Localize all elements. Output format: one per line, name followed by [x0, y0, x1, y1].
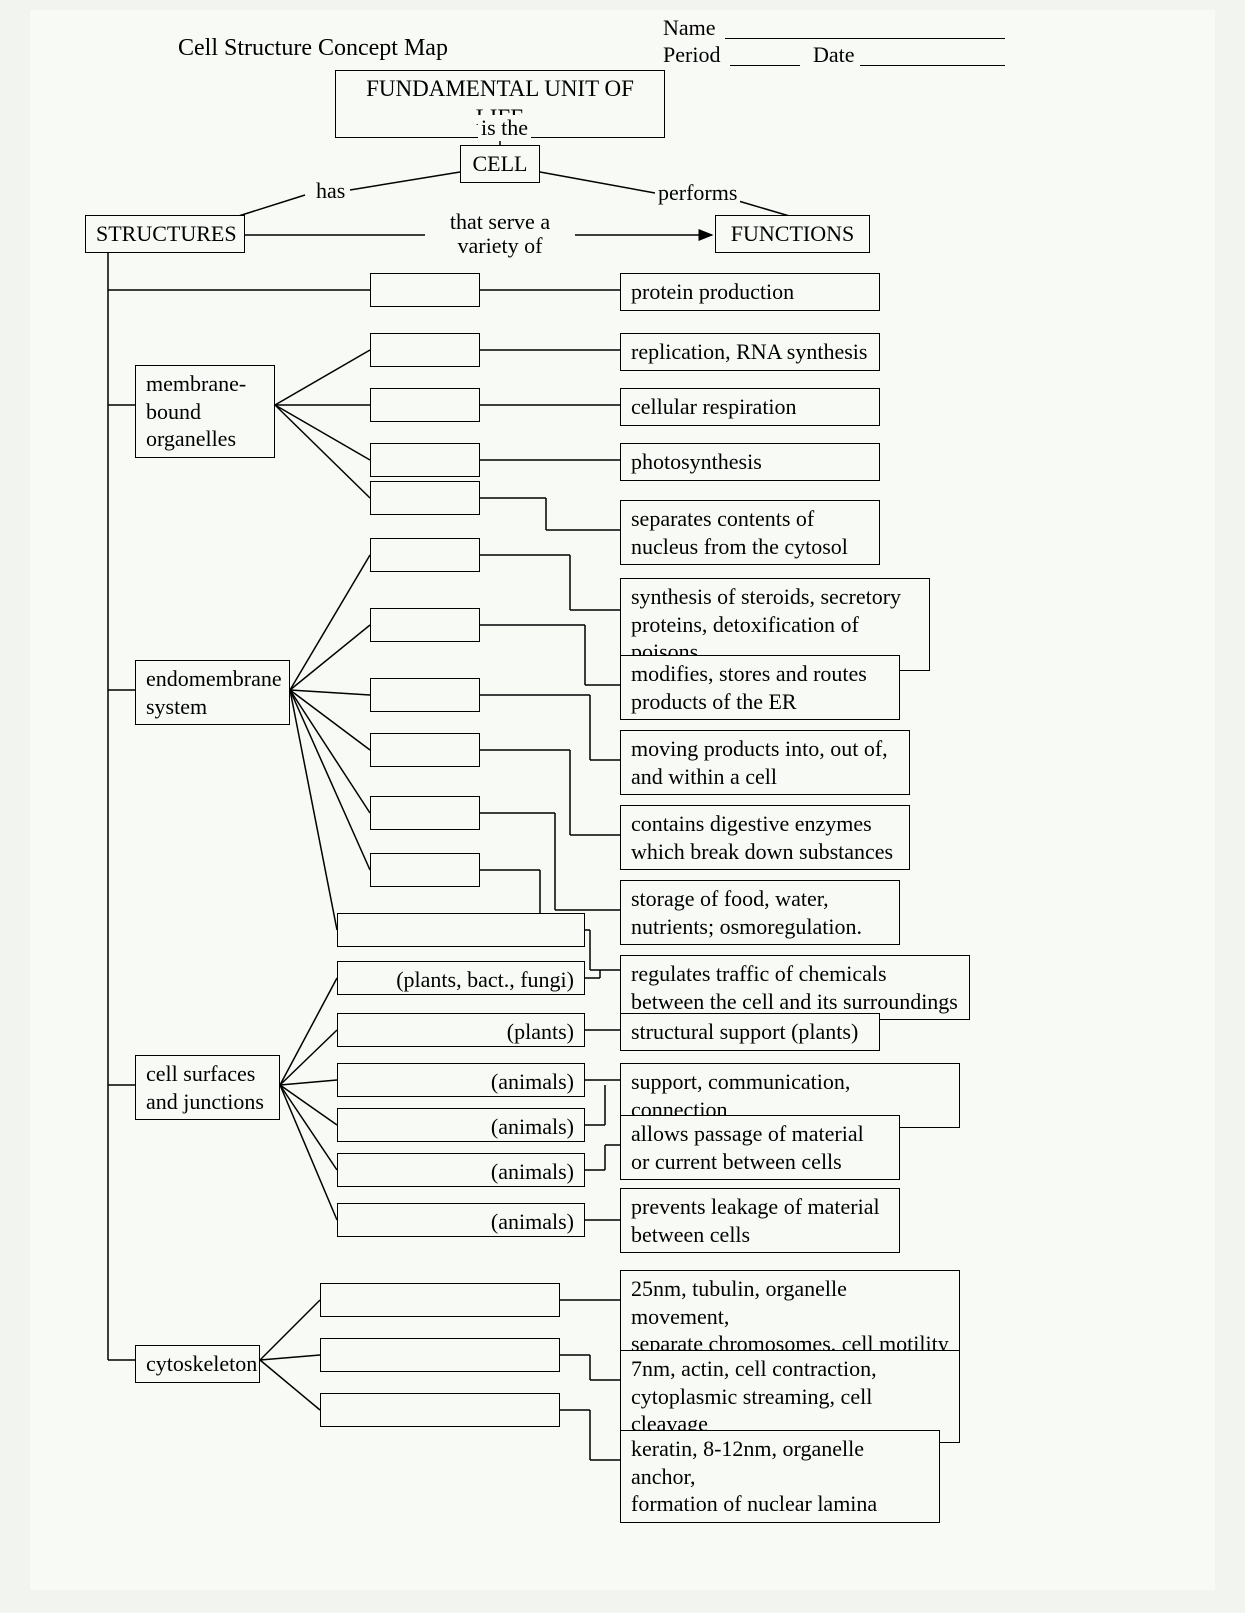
worksheet-page: Cell Structure Concept Map Name Period D…: [30, 10, 1215, 1590]
blank-structure-em-5[interactable]: [370, 796, 480, 830]
that-serve-label: that serve a variety of: [425, 210, 575, 258]
blank-structure-em-6[interactable]: [370, 853, 480, 887]
function-11: regulates traffic of chemicals between t…: [620, 955, 970, 1020]
blank-structure-mb-4[interactable]: [370, 481, 480, 515]
structures-box: STRUCTURES: [85, 215, 245, 253]
blank-structure-em-2[interactable]: [370, 608, 480, 642]
hint-animals-3: (animals): [491, 1159, 574, 1184]
name-label: Name: [660, 15, 719, 41]
function-9: contains digestive enzymes which break d…: [620, 805, 910, 870]
hint-animals-2: (animals): [491, 1114, 574, 1139]
function-7: modifies, stores and routes products of …: [620, 655, 900, 720]
date-label: Date: [810, 42, 858, 68]
hint-pbf: (plants, bact., fungi): [396, 967, 574, 992]
is-the-label: is the: [478, 115, 531, 141]
blank-structure-cs-3[interactable]: (animals): [337, 1063, 585, 1097]
function-10: storage of food, water, nutrients; osmor…: [620, 880, 900, 945]
blank-structure-mb-2[interactable]: [370, 388, 480, 422]
function-16: 25nm, tubulin, organelle movement, separ…: [620, 1270, 960, 1363]
category-cytoskeleton: cytoskeleton: [135, 1345, 260, 1383]
function-18: keratin, 8-12nm, organelle anchor, forma…: [620, 1430, 940, 1523]
blank-structure-cy-1[interactable]: [320, 1283, 560, 1317]
blank-structure-em-1[interactable]: [370, 538, 480, 572]
function-1: protein production: [620, 273, 880, 311]
function-15: prevents leakage of material between cel…: [620, 1188, 900, 1253]
blank-structure-mb-3[interactable]: [370, 443, 480, 477]
blank-structure-em-3[interactable]: [370, 678, 480, 712]
blank-structure-cs-1[interactable]: (plants, bact., fungi): [337, 961, 585, 995]
blank-structure-cs-6[interactable]: (animals): [337, 1203, 585, 1237]
hint-animals-4: (animals): [491, 1209, 574, 1234]
blank-structure-cs-5[interactable]: (animals): [337, 1153, 585, 1187]
blank-structure-em-4[interactable]: [370, 733, 480, 767]
period-blank[interactable]: [730, 65, 800, 66]
function-3: cellular respiration: [620, 388, 880, 426]
function-4: photosynthesis: [620, 443, 880, 481]
category-membrane: membrane- bound organelles: [135, 365, 275, 458]
blank-structure-1[interactable]: [370, 273, 480, 307]
blank-structure-mb-1[interactable]: [370, 333, 480, 367]
blank-structure-cy-2[interactable]: [320, 1338, 560, 1372]
hint-animals-1: (animals): [491, 1069, 574, 1094]
page-title: Cell Structure Concept Map: [175, 35, 451, 62]
function-8: moving products into, out of, and within…: [620, 730, 910, 795]
that-serve-2: variety of: [458, 233, 543, 258]
blank-structure-em-7[interactable]: [337, 913, 585, 947]
category-surfaces: cell surfaces and junctions: [135, 1055, 280, 1120]
category-endomembrane: endomembrane system: [135, 660, 290, 725]
function-14: allows passage of material or current be…: [620, 1115, 900, 1180]
function-12: structural support (plants): [620, 1013, 880, 1051]
name-blank[interactable]: [725, 38, 1005, 39]
date-blank[interactable]: [860, 65, 1005, 66]
cell-box: CELL: [460, 145, 540, 183]
has-label: has: [313, 178, 348, 204]
blank-structure-cs-4[interactable]: (animals): [337, 1108, 585, 1142]
function-17: 7nm, actin, cell contraction, cytoplasmi…: [620, 1350, 960, 1443]
function-2: replication, RNA synthesis: [620, 333, 880, 371]
that-serve-1: that serve a: [450, 209, 550, 234]
blank-structure-cs-2[interactable]: (plants): [337, 1013, 585, 1047]
hint-plants: (plants): [507, 1019, 574, 1044]
functions-box: FUNCTIONS: [715, 215, 870, 253]
period-label: Period: [660, 42, 723, 68]
blank-structure-cy-3[interactable]: [320, 1393, 560, 1427]
performs-label: performs: [655, 180, 740, 206]
function-5: separates contents of nucleus from the c…: [620, 500, 880, 565]
